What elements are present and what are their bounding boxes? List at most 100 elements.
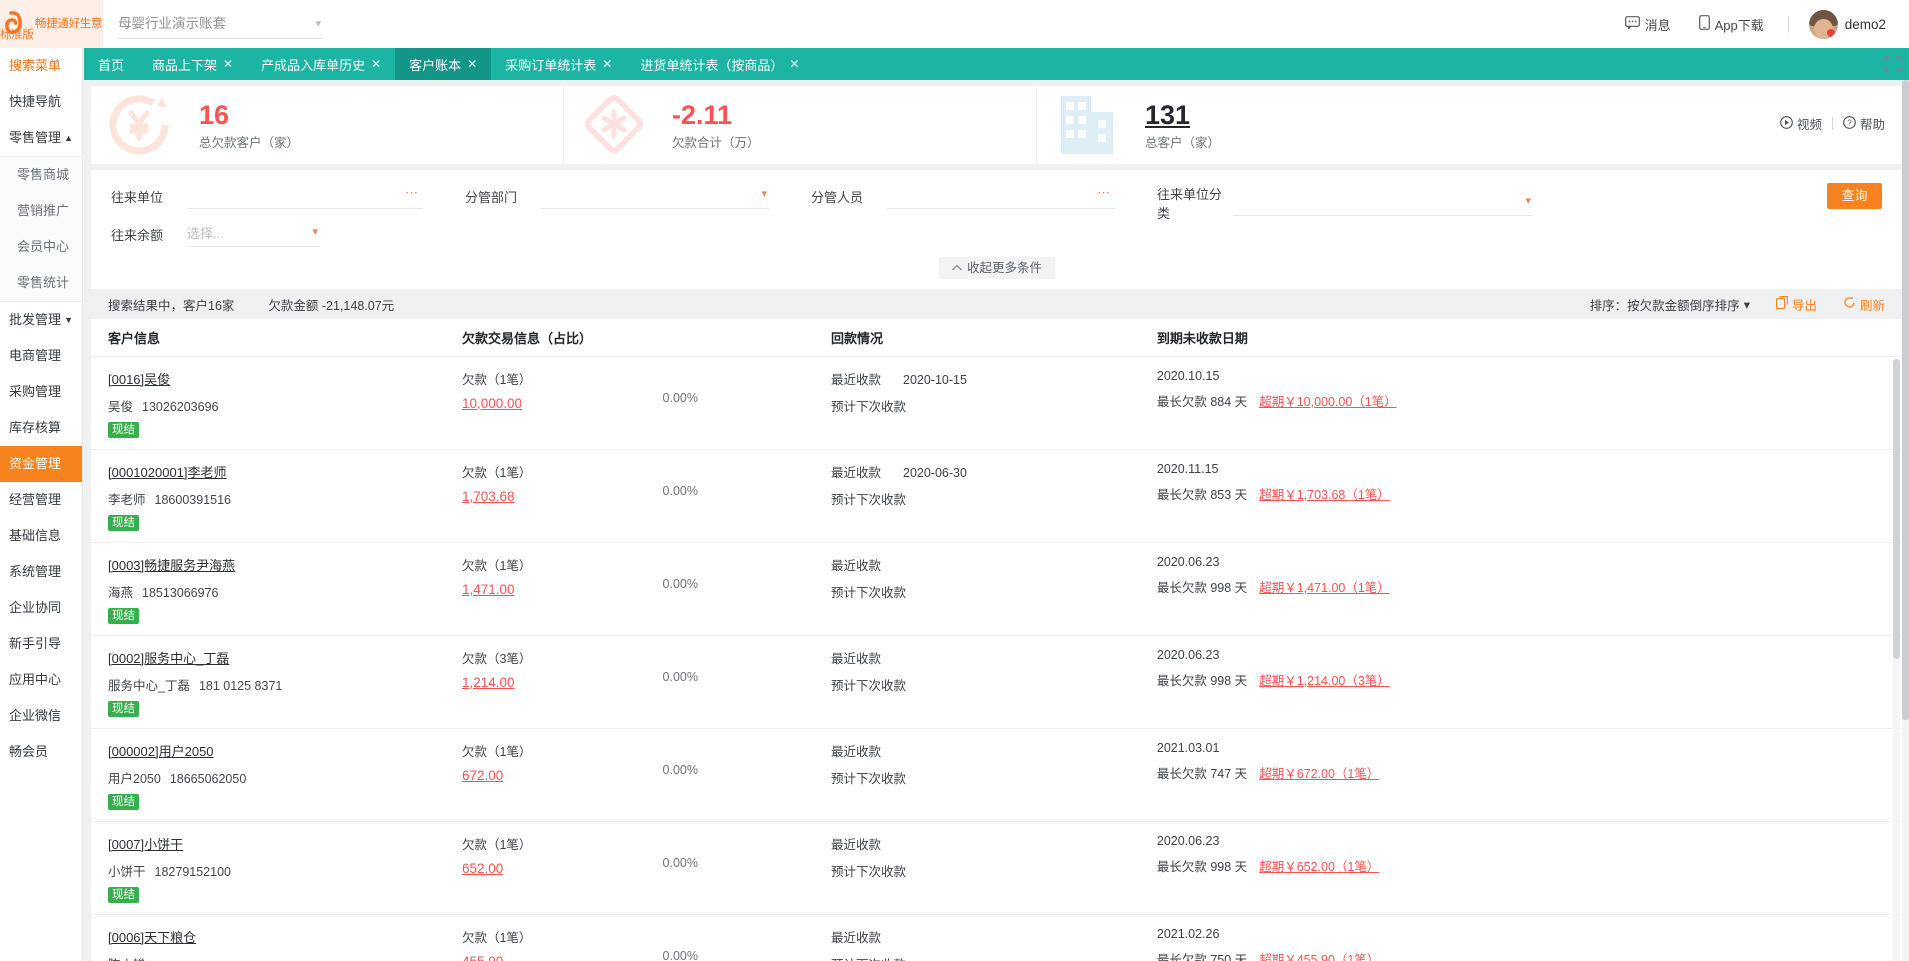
customer-name-link[interactable]: [0006]天下粮仓 xyxy=(108,929,197,945)
sidebar-subitem[interactable]: 零售统计 xyxy=(0,265,82,301)
page-scrollbar-thumb[interactable] xyxy=(1902,80,1909,720)
query-button[interactable]: 查询 xyxy=(1827,183,1882,209)
sidebar-item[interactable]: 批发管理 ▼ xyxy=(0,302,82,338)
ellipsis-icon[interactable]: ⋯ xyxy=(405,185,419,200)
app-logo[interactable]: 畅捷通好生意 标准版 xyxy=(0,0,103,48)
filter-input[interactable]: ⋯ xyxy=(187,184,423,209)
table-row[interactable]: [0016]吴俊 吴俊 13026203696 现结 欠款（1笔） 10,000.00 0.… xyxy=(91,356,1902,450)
debt-percent: 0.00% xyxy=(662,669,698,684)
filter-input[interactable]: 选择... ▾ xyxy=(187,222,320,247)
chevron-down-icon[interactable]: ▾ xyxy=(1525,194,1531,207)
tab-item[interactable]: 客户账本 ✕ xyxy=(395,48,492,80)
due-date: 2020.06.23 xyxy=(1156,833,1220,848)
owe-amount-link[interactable]: 672.00 xyxy=(461,767,504,783)
sidebar-item[interactable]: 应用中心 xyxy=(0,662,82,698)
ellipsis-icon[interactable]: ⋯ xyxy=(1097,185,1111,200)
close-icon[interactable]: ✕ xyxy=(223,57,234,71)
tab-item[interactable]: 产成品入库单历史 ✕ xyxy=(247,48,395,80)
sort-dropdown[interactable]: 排序：按欠款金额倒序排序 ▾ xyxy=(1590,295,1750,314)
owe-amount-link[interactable]: 652.00 xyxy=(461,860,504,876)
overdue-amount-link[interactable]: 超期￥1,703.68（1笔） xyxy=(1259,487,1390,502)
customer-contact: 陈小糝 xyxy=(108,954,445,961)
overdue-amount-link[interactable]: 超期￥652.00（1笔） xyxy=(1259,859,1380,874)
longest-owe-text: 最长欠款 750 天 xyxy=(1156,952,1248,961)
sidebar-item[interactable]: 基础信息 xyxy=(0,518,82,554)
sidebar-item[interactable]: 经营管理 xyxy=(0,482,82,518)
sidebar-item[interactable]: 资金管理 xyxy=(0,446,82,482)
collapse-more-conditions-button[interactable]: 收起更多条件 xyxy=(937,257,1056,279)
cell-due-date: 2020.06.23 最长欠款 998 天超期￥1,471.00（1笔） xyxy=(1139,542,1902,636)
video-link[interactable]: 视频 xyxy=(1780,114,1822,133)
filter-input[interactable]: ▾ xyxy=(541,184,769,209)
sidebar-subitem[interactable]: 营销推广 xyxy=(0,193,82,229)
table-row[interactable]: [000002]用户2050 用户2050 18665062050 现结 欠款（1笔） 6… xyxy=(91,728,1902,822)
tab-item[interactable]: 首页 xyxy=(84,48,138,80)
table-row[interactable]: [0001020001]李老师 李老师 18600391516 现结 欠款（1笔） 1,7… xyxy=(91,449,1902,543)
close-icon[interactable]: ✕ xyxy=(789,57,800,71)
table-row[interactable]: [0003]畅捷服务尹海燕 海燕 18513066976 现结 欠款（1笔） 1,471.… xyxy=(91,542,1902,636)
customer-phone: 18513066976 xyxy=(142,585,219,600)
export-button[interactable]: 导出 xyxy=(1776,295,1817,314)
chevron-down-icon[interactable]: ▾ xyxy=(312,226,318,238)
close-icon[interactable]: ✕ xyxy=(371,57,382,71)
tab-item[interactable]: 采购订单统计表 ✕ xyxy=(491,48,626,80)
filter-input[interactable]: ▾ xyxy=(1233,191,1533,216)
overdue-amount-link[interactable]: 超期￥1,471.00（1笔） xyxy=(1259,580,1390,595)
sidebar-item[interactable]: 采购管理 xyxy=(0,374,82,410)
overdue-amount-link[interactable]: 超期￥672.00（1笔） xyxy=(1259,766,1380,781)
sidebar-item[interactable]: 企业微信 xyxy=(0,698,82,734)
sidebar-item[interactable]: 系统管理 xyxy=(0,554,82,590)
customer-name-link[interactable]: [0001020001]李老师 xyxy=(108,464,227,480)
kpi-value[interactable]: 131 xyxy=(1145,100,1191,130)
customer-name-link[interactable]: [000002]用户2050 xyxy=(108,743,214,759)
next-receipt-row: 预计下次收款 xyxy=(831,489,1140,508)
close-icon[interactable]: ✕ xyxy=(602,57,613,71)
help-link[interactable]: ? 帮助 xyxy=(1843,114,1885,133)
refresh-button[interactable]: 刷新 xyxy=(1843,295,1885,314)
account-set-select[interactable]: 母婴行业演示账套 ▾ xyxy=(118,9,323,39)
sidebar-item[interactable]: 搜索菜单 xyxy=(0,48,82,84)
table-scrollbar[interactable] xyxy=(1893,359,1900,961)
sidebar-item[interactable]: 库存核算 xyxy=(0,410,82,446)
tab-item[interactable]: 商品上下架 ✕ xyxy=(138,48,247,80)
sidebar-subitem[interactable]: 会员中心 xyxy=(0,229,82,265)
messages-button[interactable]: 消息 xyxy=(1624,15,1671,34)
chevron-down-icon[interactable]: ▾ xyxy=(761,188,767,200)
tab-item[interactable]: 进货单统计表（按商品） ✕ xyxy=(626,48,813,80)
table-scrollbar-thumb[interactable] xyxy=(1893,359,1900,659)
owe-amount-link[interactable]: 10,000.00 xyxy=(461,395,523,411)
cell-receipt-status: 最近收款 2020-10-15 预计下次收款 xyxy=(813,356,1140,450)
sidebar-item[interactable]: 企业协同 xyxy=(0,590,82,626)
owe-amount-link[interactable]: 1,703.68 xyxy=(461,488,515,504)
avatar[interactable] xyxy=(1808,9,1838,39)
sidebar-item[interactable]: 新手引导 xyxy=(0,626,82,662)
cell-due-date: 2020.10.15 最长欠款 884 天超期￥10,000.00（1笔） xyxy=(1139,356,1902,450)
username-label[interactable]: demo2 xyxy=(1844,16,1886,32)
overdue-amount-link[interactable]: 超期￥1,214.00（3笔） xyxy=(1259,673,1390,688)
owe-amount-link[interactable]: 455.90 xyxy=(461,953,504,961)
owe-amount-link[interactable]: 1,471.00 xyxy=(461,581,515,597)
building-icon xyxy=(1047,92,1135,158)
table-row[interactable]: [0006]天下粮仓陈小糝现结欠款（1笔）455.900.00%最近收款预计下次… xyxy=(91,914,1902,961)
table-row[interactable]: [0002]服务中心_丁磊 服务中心_丁磊 181 0125 8371 现结 欠款（3笔… xyxy=(91,635,1902,729)
customer-name-link[interactable]: [0002]服务中心_丁磊 xyxy=(108,650,230,666)
table-row[interactable]: [0007]小饼干 小饼干 18279152100 现结 欠款（1笔） 652.00 0.0… xyxy=(91,821,1902,915)
sidebar[interactable]: 搜索菜单 快捷导航 零售管理 ▲ 零售商城 营销推广 会员中心 零售统计 批发管理 ▼ 电商管理 采购… xyxy=(0,48,83,961)
owe-amount-link[interactable]: 1,214.00 xyxy=(461,674,515,690)
customer-name-link[interactable]: [0007]小饼干 xyxy=(108,836,184,852)
filter-input[interactable]: ⋯ xyxy=(887,184,1115,209)
sidebar-item[interactable]: 零售管理 ▲ xyxy=(0,120,82,156)
customer-name-link[interactable]: [0003]畅捷服务尹海燕 xyxy=(108,557,236,573)
sidebar-item[interactable]: 电商管理 xyxy=(0,338,82,374)
page-scrollbar[interactable] xyxy=(1902,80,1909,961)
overdue-amount-link[interactable]: 超期￥10,000.00（1笔） xyxy=(1259,394,1397,409)
sidebar-subitem[interactable]: 零售商城 xyxy=(0,157,82,193)
overdue-amount-link[interactable]: 超期￥455.90（1笔） xyxy=(1259,952,1380,961)
customer-name-link[interactable]: [0016]吴俊 xyxy=(108,371,171,387)
kpi-label: 欠款合计（万） xyxy=(672,136,760,150)
fullscreen-toggle-button[interactable] xyxy=(1884,55,1902,73)
sidebar-item[interactable]: 快捷导航 xyxy=(0,84,82,120)
app-download-button[interactable]: App下载 xyxy=(1698,15,1764,34)
close-icon[interactable]: ✕ xyxy=(467,57,478,71)
sidebar-item[interactable]: 畅会员 xyxy=(0,734,82,770)
